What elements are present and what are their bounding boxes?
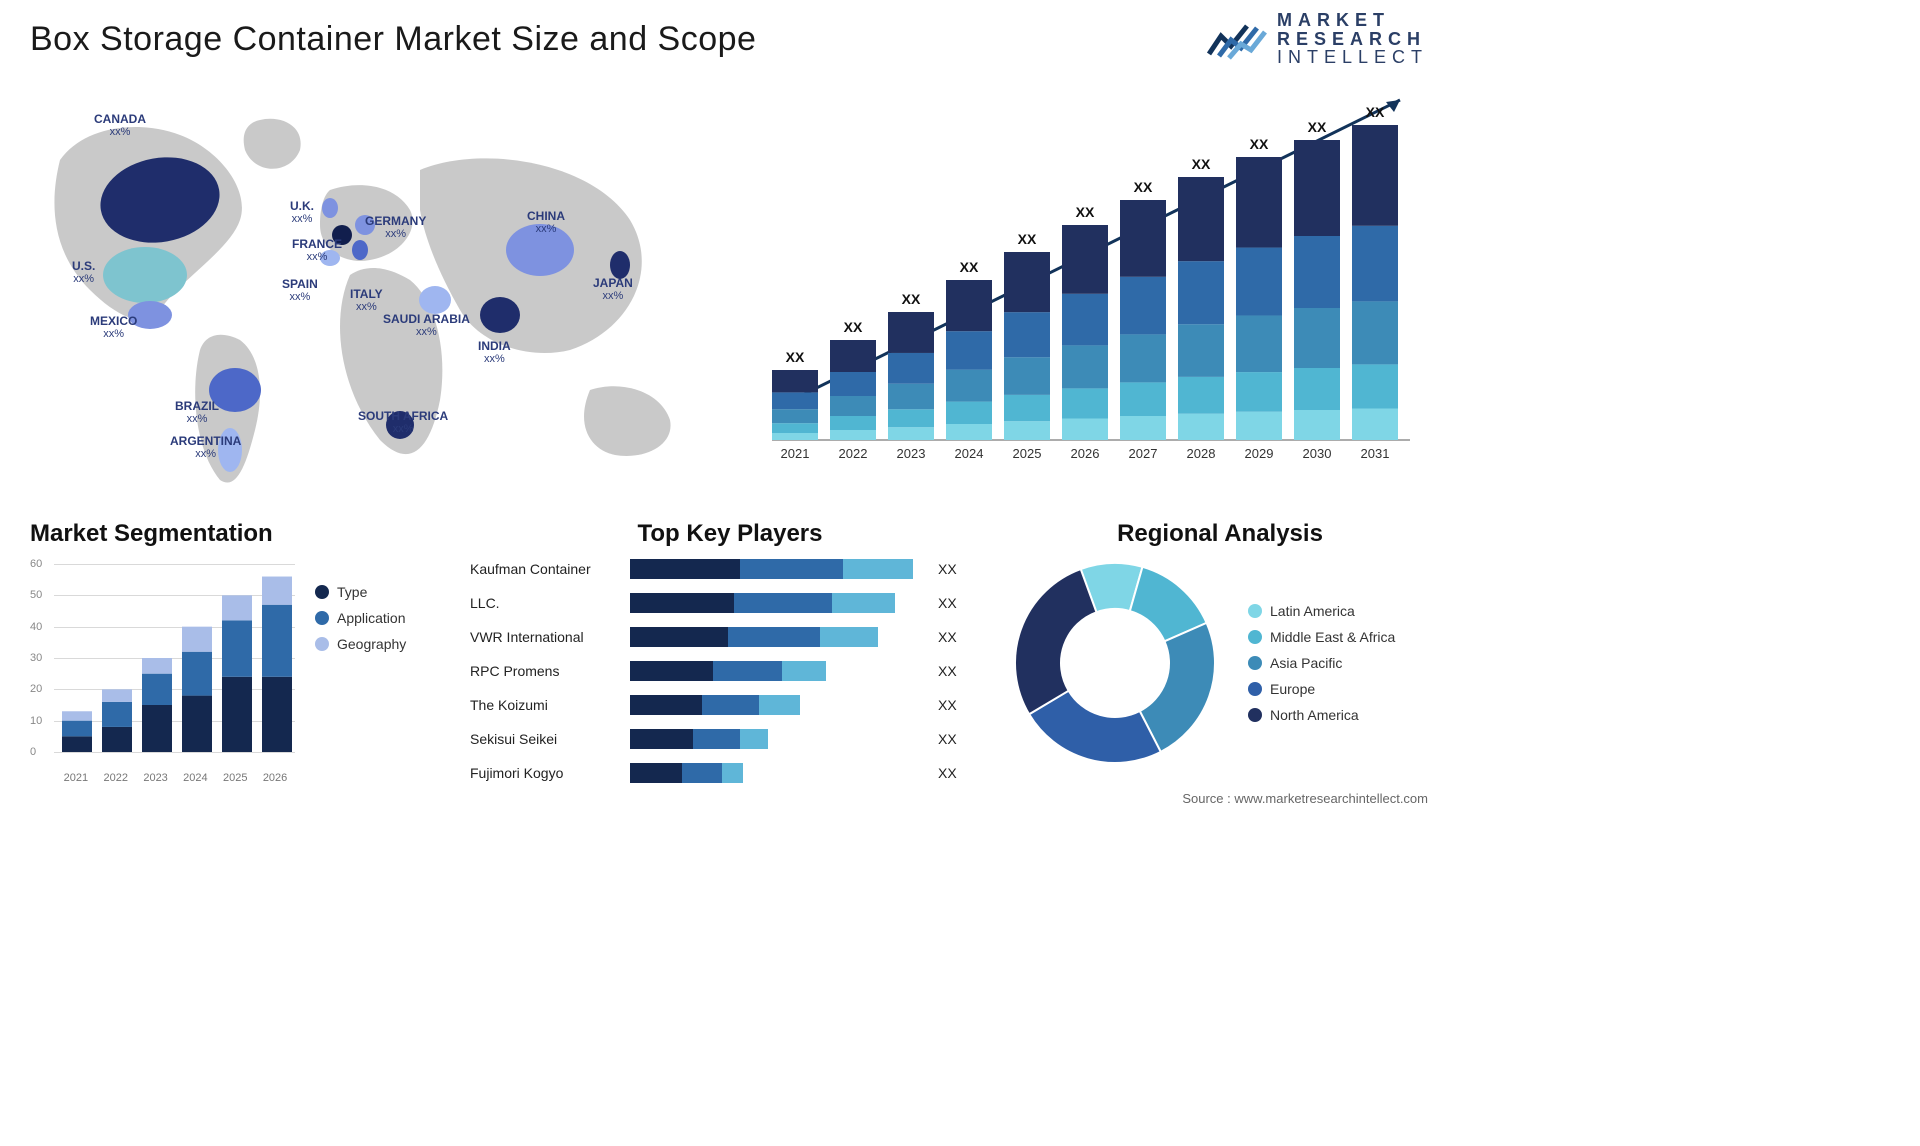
brand-text: MARKET RESEARCH INTELLECT — [1277, 11, 1428, 68]
legend-item: Application — [315, 610, 406, 626]
svg-text:XX: XX — [1250, 136, 1269, 152]
regional-title: Regional Analysis — [1010, 520, 1430, 548]
svg-text:2031: 2031 — [1361, 446, 1390, 461]
regional-legend: Latin America Middle East & Africa Asia Pa… — [1248, 603, 1395, 723]
legend-item: Europe — [1248, 681, 1395, 697]
legend-item: Middle East & Africa — [1248, 629, 1395, 645]
player-row: Sekisui Seikei XX — [470, 722, 990, 756]
map-country-label: ARGENTINAxx% — [170, 435, 241, 460]
svg-text:XX: XX — [1018, 231, 1037, 247]
player-bar — [630, 763, 930, 783]
player-bar — [630, 593, 930, 613]
svg-text:2029: 2029 — [1245, 446, 1274, 461]
player-name: VWR International — [470, 629, 630, 645]
players-section: Top Key Players Kaufman Container XX LLC. X… — [470, 520, 990, 790]
brand-line2: RESEARCH — [1277, 30, 1428, 49]
svg-text:XX: XX — [1366, 104, 1385, 120]
map-country-label: U.S.xx% — [72, 260, 95, 285]
regional-donut — [1010, 558, 1220, 768]
brand-line3: INTELLECT — [1277, 48, 1428, 67]
player-name: Sekisui Seikei — [470, 731, 630, 747]
map-country-label: MEXICOxx% — [90, 315, 137, 340]
map-country-label: SAUDI ARABIAxx% — [383, 313, 470, 338]
player-name: RPC Promens — [470, 663, 630, 679]
player-bar — [630, 559, 930, 579]
map-country-label: U.K.xx% — [290, 200, 314, 225]
svg-text:2025: 2025 — [1013, 446, 1042, 461]
segmentation-section: Market Segmentation 0102030405060 202120… — [30, 520, 450, 766]
segmentation-title: Market Segmentation — [30, 520, 450, 548]
brand-logo-icon — [1207, 18, 1267, 60]
segmentation-chart: 0102030405060 202120222023202420252026 — [30, 556, 295, 766]
player-row: The Koizumi XX — [470, 688, 990, 722]
legend-item: Latin America — [1248, 603, 1395, 619]
player-bar — [630, 729, 930, 749]
player-bar — [630, 695, 930, 715]
svg-text:XX: XX — [786, 349, 805, 365]
svg-text:XX: XX — [1192, 156, 1211, 172]
svg-text:2022: 2022 — [839, 446, 868, 461]
player-row: RPC Promens XX — [470, 654, 990, 688]
brand: MARKET RESEARCH INTELLECT — [1207, 11, 1428, 68]
regional-section: Regional Analysis Latin America Middle Ea… — [1010, 520, 1430, 768]
player-value: XX — [930, 629, 964, 645]
svg-text:XX: XX — [1134, 179, 1153, 195]
player-row: Fujimori Kogyo XX — [470, 756, 990, 790]
player-bar — [630, 661, 930, 681]
players-chart: Kaufman ContainerXXLLC.XXVWR Internation… — [470, 552, 990, 790]
map-country-label: ITALYxx% — [350, 288, 383, 313]
forecast-chart: XX 2021 XX 2022 XX 2023 XX 2024 XX 2025 XX 2026 XX 20… — [758, 80, 1428, 470]
header: Box Storage Container Market Size and Sc… — [30, 4, 1428, 74]
player-name: The Koizumi — [470, 697, 630, 713]
player-name: Kaufman Container — [470, 561, 630, 577]
svg-text:XX: XX — [1076, 204, 1095, 220]
source-label: Source : www.marketresearchintellect.com — [1182, 791, 1428, 806]
map-country-label: FRANCExx% — [292, 238, 342, 263]
segmentation-legend: Type Application Geography — [315, 584, 406, 652]
map-country-label: GERMANYxx% — [365, 215, 426, 240]
map-country-label: CHINAxx% — [527, 210, 565, 235]
map-country-label: SPAINxx% — [282, 278, 318, 303]
player-value: XX — [930, 595, 964, 611]
map-country-label: BRAZILxx% — [175, 400, 219, 425]
player-name: Fujimori Kogyo — [470, 765, 630, 781]
svg-text:XX: XX — [1308, 119, 1327, 135]
svg-text:2028: 2028 — [1187, 446, 1216, 461]
brand-line1: MARKET — [1277, 11, 1428, 30]
svg-text:XX: XX — [844, 319, 863, 335]
player-value: XX — [930, 731, 964, 747]
svg-text:2026: 2026 — [1071, 446, 1100, 461]
map-country-label: CANADAxx% — [94, 113, 146, 138]
svg-text:2024: 2024 — [955, 446, 984, 461]
player-row: Kaufman Container XX — [470, 552, 990, 586]
svg-text:2030: 2030 — [1303, 446, 1332, 461]
player-value: XX — [930, 697, 964, 713]
player-value: XX — [930, 663, 964, 679]
map-country-label: JAPANxx% — [593, 277, 633, 302]
svg-text:XX: XX — [902, 291, 921, 307]
legend-item: Geography — [315, 636, 406, 652]
player-row: VWR International XX — [470, 620, 990, 654]
svg-text:XX: XX — [960, 259, 979, 275]
player-value: XX — [930, 765, 964, 781]
legend-item: Asia Pacific — [1248, 655, 1395, 671]
player-value: XX — [930, 561, 964, 577]
world-map: CANADAxx% U.S.xx% MEXICOxx% BRAZILxx% ARGENT… — [30, 90, 710, 490]
legend-item: North America — [1248, 707, 1395, 723]
map-country-label: INDIAxx% — [478, 340, 511, 365]
player-row: LLC. XX — [470, 586, 990, 620]
svg-text:2021: 2021 — [781, 446, 810, 461]
svg-text:2027: 2027 — [1129, 446, 1158, 461]
svg-text:2023: 2023 — [897, 446, 926, 461]
page-title: Box Storage Container Market Size and Sc… — [30, 20, 756, 59]
player-bar — [630, 627, 930, 647]
legend-item: Type — [315, 584, 406, 600]
player-name: LLC. — [470, 595, 630, 611]
map-country-label: SOUTH AFRICAxx% — [358, 410, 448, 435]
players-title: Top Key Players — [470, 520, 990, 548]
